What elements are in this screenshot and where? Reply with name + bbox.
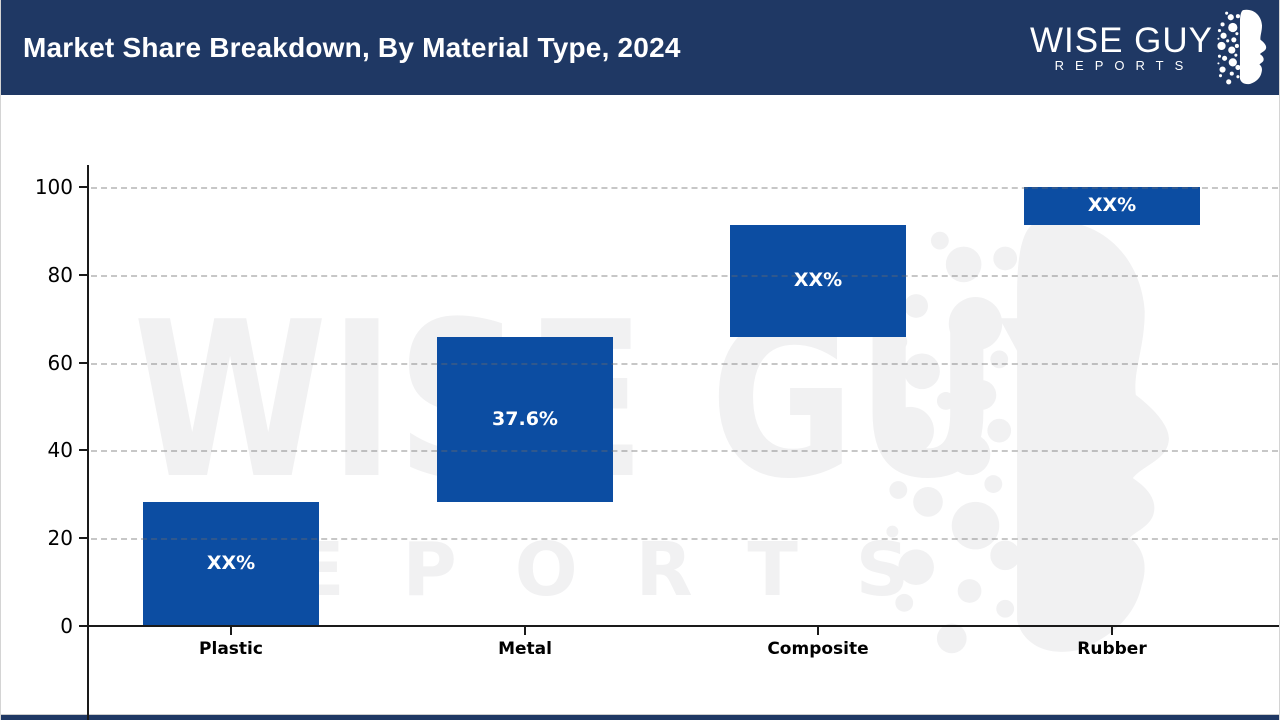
brand-name: WISE GUY	[1029, 20, 1213, 60]
bar-composite	[730, 224, 906, 338]
x-axis-label-rubber: Rubber	[1077, 639, 1147, 659]
page-title: Market Share Breakdown, By Material Type…	[23, 31, 681, 63]
watermark-face-profile-icon	[886, 220, 1169, 654]
bar-value-label-plastic: XX%	[206, 552, 256, 575]
x-axis-spine	[87, 625, 1279, 627]
y-tick-mark-0	[79, 625, 87, 627]
bar-value-label-composite: XX%	[793, 268, 843, 291]
x-axis-label-metal: Metal	[498, 639, 552, 659]
y-tick-mark-100	[79, 186, 87, 188]
y-tick-mark-60	[79, 361, 87, 364]
y-tick-label-100: 100	[34, 175, 73, 199]
y-tick-mark-20	[79, 537, 87, 540]
bar-value-label-rubber: XX%	[1087, 193, 1137, 216]
x-tick-mark-metal	[524, 627, 526, 635]
y-tick-label-60: 60	[47, 350, 73, 375]
y-tick-mark-40	[79, 449, 87, 452]
brand-logo: WISE GUY REPORTS	[1030, 4, 1267, 92]
brand-subname: REPORTS	[1054, 58, 1195, 74]
x-axis-label-plastic: Plastic	[199, 639, 263, 659]
y-tick-label-0: 0	[60, 614, 73, 638]
chart-plot-area: WISE GUY REPORTS 0 20 40 60 80 100 Plastic Meta…	[1, 95, 1279, 720]
gridline-20	[91, 538, 1278, 541]
header: Market Share Breakdown, By Material Type…	[1, 0, 1279, 95]
gridline-60	[91, 362, 1278, 365]
bar-plastic	[143, 502, 319, 626]
y-tick-label-40: 40	[47, 438, 73, 463]
gridline-100	[91, 187, 1278, 189]
gridline-80	[91, 274, 1278, 277]
y-axis-spine	[87, 165, 89, 720]
gridline-40	[91, 450, 1278, 453]
bar-rubber	[1024, 187, 1200, 225]
x-axis-label-composite: Composite	[767, 639, 869, 659]
face-profile-icon	[1217, 9, 1267, 84]
x-tick-mark-rubber	[1111, 627, 1113, 635]
y-tick-mark-80	[79, 273, 87, 276]
bar-metal	[437, 337, 613, 503]
bar-value-label-metal: 37.6%	[492, 407, 558, 430]
x-tick-mark-plastic	[230, 627, 232, 635]
brand-logo-text: WISE GUY REPORTS	[1029, 20, 1213, 74]
footer-bar	[1, 714, 1279, 720]
x-tick-mark-composite	[817, 627, 819, 635]
y-tick-label-80: 80	[47, 262, 73, 287]
y-tick-label-20: 20	[47, 526, 73, 551]
